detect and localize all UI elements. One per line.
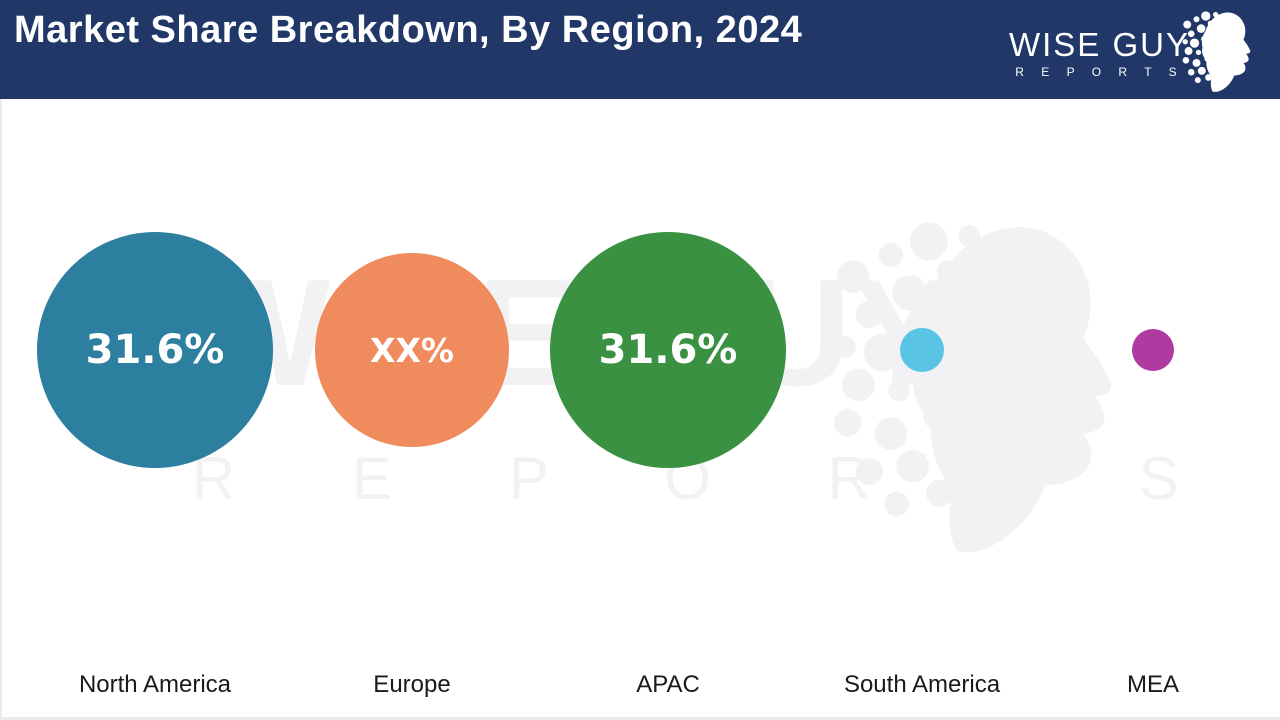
bubble-value-label: XX%	[370, 330, 454, 370]
bubble-value-label: 31.6%	[598, 327, 738, 373]
category-label-europe: Europe	[373, 671, 451, 698]
page-title: Market Share Breakdown, By Region, 2024	[14, 9, 803, 51]
bubble-north-america[interactable]: 31.6%	[37, 232, 273, 468]
logo-subtitle: R E P O R T S	[1015, 64, 1184, 79]
chart-canvas: WISE GUY R E P O R T S 31.6%North Americ…	[0, 99, 1280, 720]
wiseguy-logo: WISE GUY R E P O R T S	[1009, 10, 1262, 96]
bubble-south-america[interactable]	[900, 328, 944, 372]
head-profile-icon	[1182, 11, 1251, 92]
bubble-europe[interactable]: XX%	[315, 253, 509, 447]
category-label-apac: APAC	[636, 671, 700, 698]
category-label-north-america: North America	[78, 671, 232, 698]
bubble-apac[interactable]: 31.6%	[550, 232, 786, 468]
category-label-south-america: South America	[843, 671, 1001, 698]
bubble-value-label: 31.6%	[85, 327, 225, 373]
watermark-head-profile-icon	[834, 222, 1111, 553]
bubble-mea[interactable]	[1132, 329, 1174, 371]
logo-text: WISE GUY R E P O R T S	[1009, 28, 1190, 79]
logo-wordmark: WISE GUY	[1008, 25, 1190, 63]
category-label-mea: MEA	[1126, 671, 1180, 698]
header-bar: Market Share Breakdown, By Region, 2024 …	[0, 0, 1280, 99]
